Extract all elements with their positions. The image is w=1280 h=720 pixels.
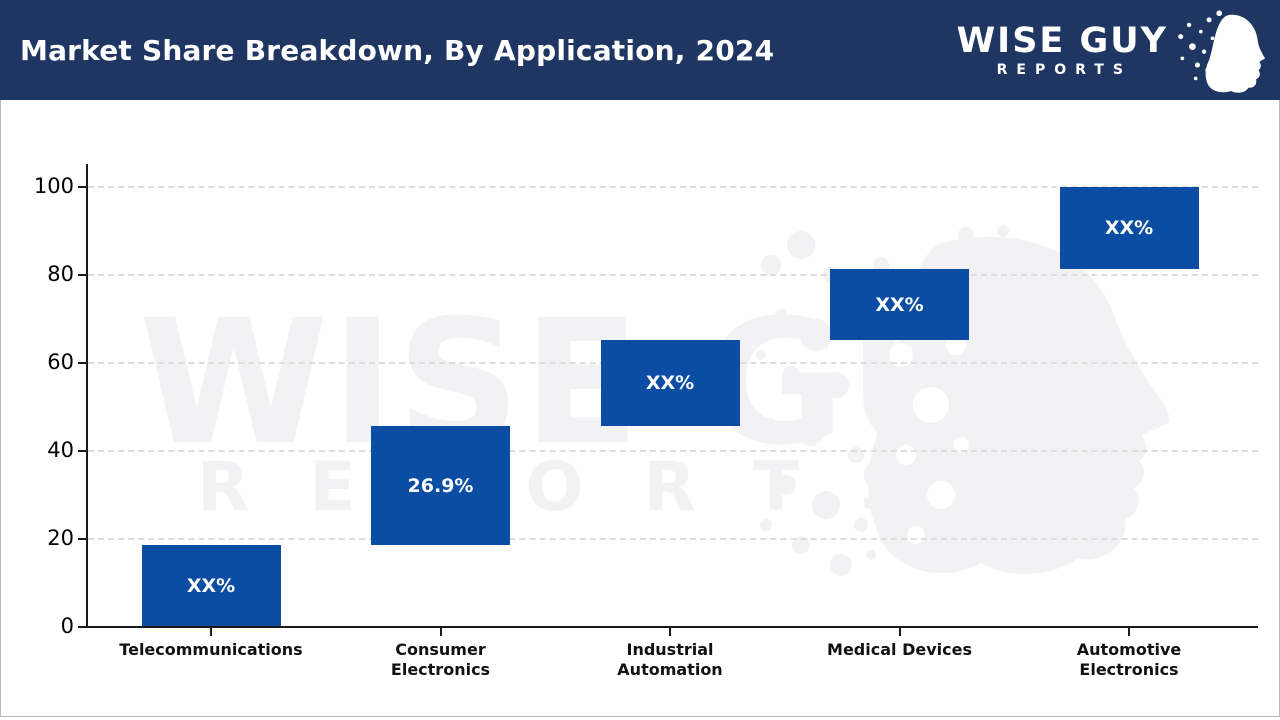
gridline: [88, 186, 1258, 188]
brand-head-icon: [1178, 10, 1266, 93]
y-tick-label: 0: [60, 614, 74, 638]
x-tick-mark: [210, 628, 212, 636]
bar: 26.9%: [371, 426, 510, 545]
bar-value-label: XX%: [645, 372, 695, 395]
bar: XX%: [600, 340, 740, 427]
gridline: [88, 538, 1258, 540]
bar-value-label: 26.9%: [407, 474, 474, 497]
y-tick-mark: [78, 538, 86, 540]
brand-subname: REPORTS: [996, 61, 1132, 78]
bar: XX%: [830, 269, 969, 341]
y-tick-label: 60: [47, 350, 74, 374]
bar: XX%: [1059, 187, 1199, 270]
x-axis-spine: [86, 626, 1258, 628]
bar-value-label: XX%: [186, 574, 236, 597]
y-tick-label: 20: [47, 526, 74, 550]
x-tick-mark: [669, 628, 671, 636]
y-tick-mark: [78, 450, 86, 452]
x-tick-mark: [1128, 628, 1130, 636]
category-label: Telecommunications: [119, 640, 303, 659]
category-label: Medical Devices: [827, 640, 972, 659]
category-label: Industrial Automation: [617, 640, 723, 679]
y-tick-label: 100: [33, 174, 74, 198]
gridline: [88, 450, 1258, 452]
brand-logo: WISE GUY REPORTS: [957, 7, 1280, 93]
x-tick-mark: [898, 628, 901, 636]
gridline: [88, 274, 1258, 276]
y-tick-label: 40: [47, 438, 74, 462]
x-tick-mark: [439, 628, 442, 636]
bar: XX%: [141, 544, 281, 627]
y-tick-mark: [78, 362, 86, 364]
header-bar: Market Share Breakdown, By Application, …: [0, 0, 1280, 100]
y-tick-label: 80: [47, 262, 74, 286]
y-tick-mark: [78, 186, 86, 188]
bar-value-label: XX%: [1104, 217, 1154, 240]
y-tick-mark: [78, 274, 86, 276]
category-label: Automotive Electronics: [1076, 640, 1182, 679]
y-axis-spine: [86, 164, 88, 628]
brand-name: WISE GUY: [956, 20, 1168, 61]
bar-value-label: XX%: [875, 293, 924, 316]
category-label: Consumer Electronics: [390, 640, 491, 679]
watermark-head-icon: [756, 225, 1170, 576]
brand-logo-text: WISE GUY REPORTS: [956, 20, 1168, 78]
watermark-text-2: REPORTS: [197, 448, 969, 527]
page-title: Market Share Breakdown, By Application, …: [20, 33, 775, 67]
y-tick-mark: [78, 626, 86, 628]
